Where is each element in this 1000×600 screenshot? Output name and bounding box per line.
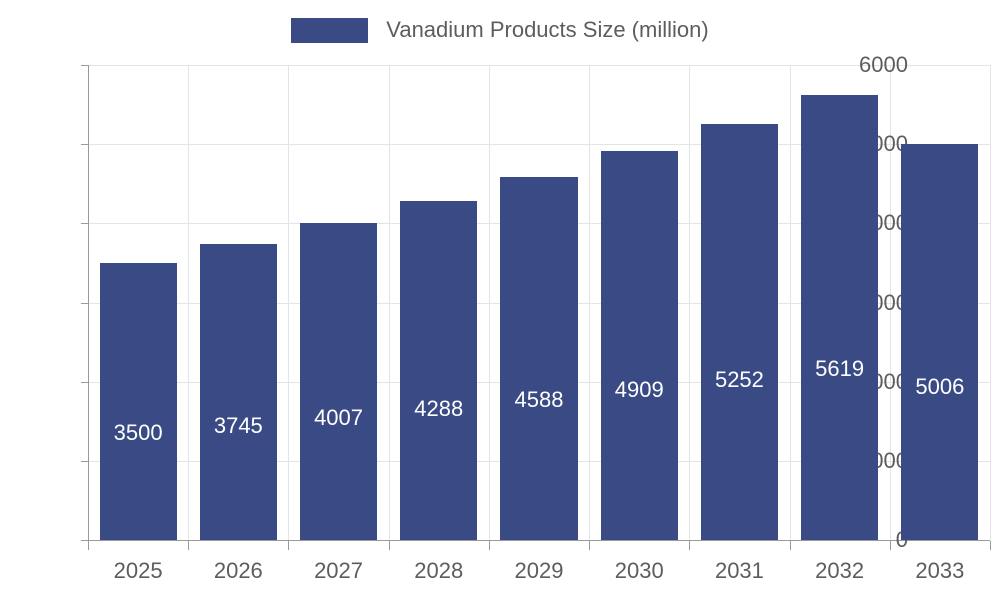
x-axis-line [88,540,990,541]
x-axis-tick [990,541,991,550]
x-axis-tick-label: 2030 [614,558,664,583]
gridline-vertical [789,65,791,540]
x-axis-tick-label: 2033 [915,558,965,583]
x-axis-tick-label: 2029 [514,558,564,583]
y-axis-tick [81,540,88,541]
x-axis-tick [188,541,190,550]
bar[interactable] [700,124,778,540]
x-axis-tick [288,541,290,550]
x-axis-tick [488,541,490,550]
y-axis-tick-label: 6000 [859,52,908,77]
y-axis-tick [81,223,88,225]
legend-label: Vanadium Products Size (million) [386,17,709,42]
x-axis-tick [889,541,891,550]
y-axis-tick [81,460,88,462]
gridline-vertical [990,65,991,540]
y-axis-tick [81,65,88,66]
x-axis-tick-label: 2028 [414,558,464,583]
x-axis-tick-label: 2032 [815,558,865,583]
bar[interactable] [801,95,879,540]
x-axis-tick [88,541,89,550]
bar[interactable] [299,222,378,540]
bar[interactable] [500,176,578,540]
x-axis-tick [789,541,791,550]
gridline-vertical [589,65,591,540]
x-axis-tick-label: 2031 [714,558,764,583]
gridline-vertical [288,65,290,540]
gridline-horizontal [88,144,990,146]
gridline-vertical [388,65,390,540]
x-axis-tick-label: 2026 [213,558,263,583]
x-axis-tick [589,541,591,550]
y-axis-tick [81,144,88,146]
y-axis-line [88,65,89,541]
legend-entry[interactable]: Vanadium Products Size (million) [291,17,709,43]
gridline-vertical [689,65,691,540]
legend-swatch-vanadium [291,17,369,43]
x-axis-tick [689,541,691,550]
gridline-horizontal [88,65,990,66]
x-axis-tick [388,541,390,550]
gridline-vertical [188,65,190,540]
bar[interactable] [199,243,277,540]
x-axis-tick-label: 2027 [314,558,364,583]
bar[interactable] [99,262,177,540]
x-axis-tick-label: 2025 [113,558,163,583]
gridline-vertical [889,65,891,540]
y-axis-tick [81,381,88,383]
bar[interactable] [400,200,478,540]
y-axis-tick [81,302,88,304]
bar[interactable] [901,143,979,540]
gridline-vertical [488,65,490,540]
bar[interactable] [600,151,678,540]
chart-legend: Vanadium Products Size (million) [0,10,1000,50]
